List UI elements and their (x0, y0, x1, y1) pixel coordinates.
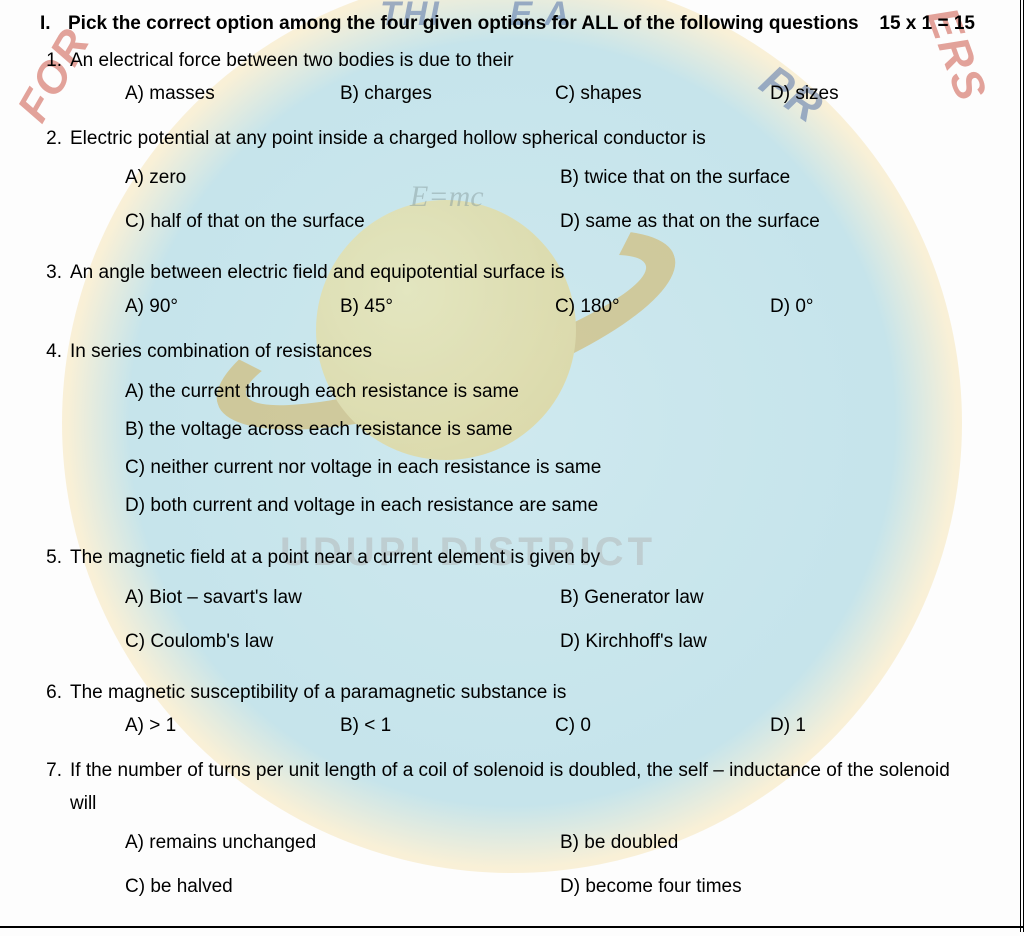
question-stem: 3.An angle between electric field and eq… (40, 257, 975, 289)
option: B) twice that on the surface (560, 161, 975, 195)
section-header: I. Pick the correct option among the fou… (40, 10, 975, 39)
option: C) 0 (555, 715, 760, 737)
option: A) > 1 (125, 715, 330, 737)
option: A) remains unchanged (125, 826, 540, 860)
option: C) Coulomb's law (125, 625, 540, 659)
option: C) shapes (555, 83, 760, 105)
question-text: In series combination of resistances (70, 336, 975, 368)
option: A) 90° (125, 296, 330, 318)
question-text: An angle between electric field and equi… (70, 257, 975, 289)
question-number: 7. (40, 755, 70, 820)
option: B) charges (340, 83, 545, 105)
question-stem: 6.The magnetic susceptibility of a param… (40, 677, 975, 709)
question-text: An electrical force between two bodies i… (70, 45, 975, 77)
question-number: 2. (40, 123, 70, 155)
question: 3.An angle between electric field and eq… (40, 257, 975, 317)
option: A) Biot – savart's law (125, 581, 540, 615)
question-stem: 1.An electrical force between two bodies… (40, 45, 975, 77)
question-options: A) remains unchanged B) be doubled C) be h… (40, 826, 975, 904)
question-stem: 7.If the number of turns per unit length… (40, 755, 975, 820)
question-number: 6. (40, 677, 70, 709)
question-text: Electric potential at any point inside a… (70, 123, 975, 155)
question-number: 5. (40, 542, 70, 574)
question-options: A) 90° B) 45° C) 180° D) 0° (40, 296, 975, 318)
question-options: A) Biot – savart's law B) Generator law C)… (40, 581, 975, 659)
question: 1.An electrical force between two bodies… (40, 45, 975, 105)
option: C) neither current nor voltage in each r… (125, 450, 975, 486)
option: B) Generator law (560, 581, 975, 615)
question-options: A) the current through each resistance i… (40, 374, 975, 524)
question-stem: 5.The magnetic field at a point near a c… (40, 542, 975, 574)
option: B) 45° (340, 296, 545, 318)
section-title: Pick the correct option among the four g… (68, 10, 859, 39)
question: 2.Electric potential at any point inside… (40, 123, 975, 240)
question: 4.In series combination of resistances A)… (40, 336, 975, 525)
option: D) 1 (770, 715, 975, 737)
option: B) the voltage across each resistance is… (125, 412, 975, 448)
option: C) 180° (555, 296, 760, 318)
question-options: A) > 1 B) < 1 C) 0 D) 1 (40, 715, 975, 737)
option: C) half of that on the surface (125, 205, 540, 239)
option: D) sizes (770, 83, 975, 105)
question: 7.If the number of turns per unit length… (40, 755, 975, 904)
question-stem: 2.Electric potential at any point inside… (40, 123, 975, 155)
option: D) same as that on the surface (560, 205, 975, 239)
section-marks: 15 x 1 = 15 (879, 10, 975, 39)
option: A) masses (125, 83, 330, 105)
option: B) < 1 (340, 715, 545, 737)
option: D) become four times (560, 870, 975, 904)
option: A) zero (125, 161, 540, 195)
option: B) be doubled (560, 826, 975, 860)
question-text: If the number of turns per unit length o… (70, 755, 975, 820)
option: D) both current and voltage in each resi… (125, 488, 975, 524)
question-options: A) zero B) twice that on the surface C) ha… (40, 161, 975, 239)
question-options: A) masses B) charges C) shapes D) sizes (40, 83, 975, 105)
option: D) 0° (770, 296, 975, 318)
question-text: The magnetic susceptibility of a paramag… (70, 677, 975, 709)
option: C) be halved (125, 870, 540, 904)
option: A) the current through each resistance i… (125, 374, 975, 410)
question: 6.The magnetic susceptibility of a param… (40, 677, 975, 737)
option: D) Kirchhoff's law (560, 625, 975, 659)
question-text: The magnetic field at a point near a cur… (70, 542, 975, 574)
section-roman: I. (40, 10, 68, 39)
question-number: 1. (40, 45, 70, 77)
page-content: I. Pick the correct option among the fou… (0, 0, 1024, 932)
question-stem: 4.In series combination of resistances (40, 336, 975, 368)
question: 5.The magnetic field at a point near a c… (40, 542, 975, 659)
question-number: 4. (40, 336, 70, 368)
question-number: 3. (40, 257, 70, 289)
